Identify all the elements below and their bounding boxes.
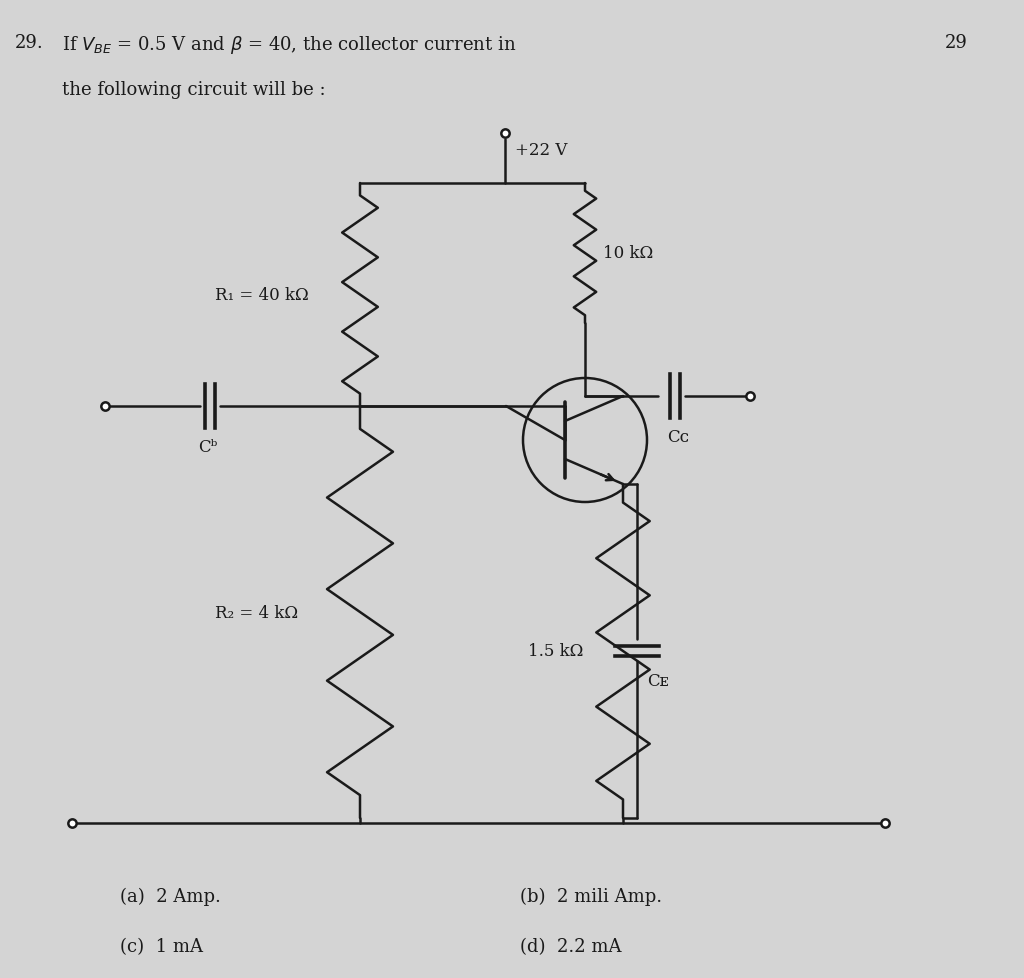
Text: the following circuit will be :: the following circuit will be : xyxy=(62,81,326,99)
Text: Cᴄ: Cᴄ xyxy=(667,428,689,446)
Text: 29.: 29. xyxy=(15,34,44,52)
Text: Cᴇ: Cᴇ xyxy=(647,673,669,689)
Text: (c)  1 mA: (c) 1 mA xyxy=(120,937,203,956)
Text: R₁ = 40 kΩ: R₁ = 40 kΩ xyxy=(215,287,309,304)
Text: (b)  2 mili Amp.: (b) 2 mili Amp. xyxy=(520,887,663,906)
Text: If $V_{BE}$ = 0.5 V and $\beta$ = 40, the collector current in: If $V_{BE}$ = 0.5 V and $\beta$ = 40, th… xyxy=(62,34,516,56)
Text: 10 kΩ: 10 kΩ xyxy=(603,245,653,262)
Text: 29: 29 xyxy=(945,34,968,52)
Text: 1.5 kΩ: 1.5 kΩ xyxy=(528,643,584,660)
Text: +22 V: +22 V xyxy=(515,142,567,158)
Text: R₂ = 4 kΩ: R₂ = 4 kΩ xyxy=(215,603,298,621)
Text: Cᵇ: Cᵇ xyxy=(198,438,217,456)
Text: (a)  2 Amp.: (a) 2 Amp. xyxy=(120,887,221,906)
Text: (d)  2.2 mA: (d) 2.2 mA xyxy=(520,937,622,956)
